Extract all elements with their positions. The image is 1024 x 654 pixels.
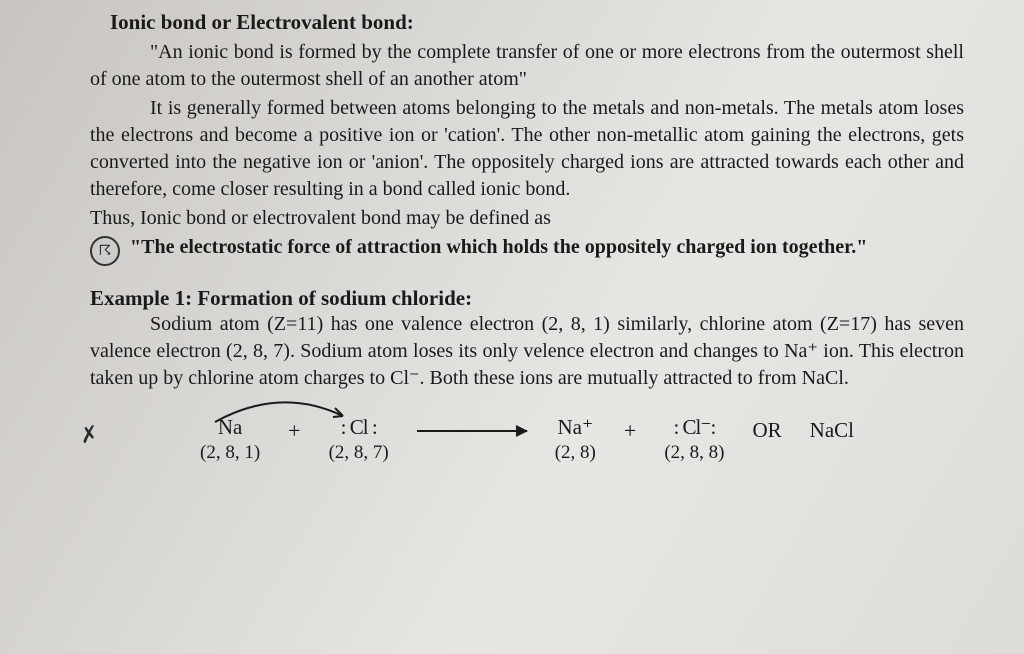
or-label: OR	[752, 418, 781, 461]
definition-row: ☈ "The electrostatic force of attraction…	[90, 234, 964, 266]
paragraph-definition-quote: "An ionic bond is formed by the complete…	[90, 39, 964, 93]
plus-operator: +	[288, 418, 300, 462]
cl-config: (2, 8, 7)	[329, 441, 389, 466]
paragraph-explanation: It is generally formed between atoms bel…	[90, 95, 964, 203]
paragraph-thus: Thus, Ionic bond or electrovalent bond m…	[90, 205, 964, 232]
chemical-equation: ✗ Na (2, 8, 1) + : Cl : (2, 8, 7) Na⁺ (2…	[90, 414, 964, 466]
product-nacl: NaCl	[810, 418, 854, 461]
definition-text: "The electrostatic force of attraction w…	[130, 234, 964, 261]
cl-ion-config: (2, 8, 8)	[664, 441, 724, 466]
handwritten-cross-icon: ✗	[78, 421, 101, 450]
cl-ion-symbol: : Cl⁻:	[673, 414, 715, 441]
section-heading: Ionic bond or Electrovalent bond:	[110, 10, 964, 35]
product-na-ion: Na⁺ (2, 8)	[555, 414, 596, 466]
reaction-arrow-icon	[417, 430, 527, 432]
example-heading: Example 1: Formation of sodium chloride:	[90, 286, 964, 311]
plus-operator-2: +	[624, 418, 636, 462]
na-config: (2, 8, 1)	[200, 441, 260, 466]
na-ion-symbol: Na⁺	[558, 414, 594, 441]
example-body: Sodium atom (Z=11) has one valence elect…	[90, 311, 964, 392]
product-cl-ion: : Cl⁻: (2, 8, 8)	[664, 414, 724, 466]
na-ion-config: (2, 8)	[555, 441, 596, 466]
electron-transfer-arrow-icon	[205, 394, 355, 424]
definition-marker-icon: ☈	[90, 236, 120, 266]
document-page: Ionic bond or Electrovalent bond: "An io…	[90, 10, 964, 466]
